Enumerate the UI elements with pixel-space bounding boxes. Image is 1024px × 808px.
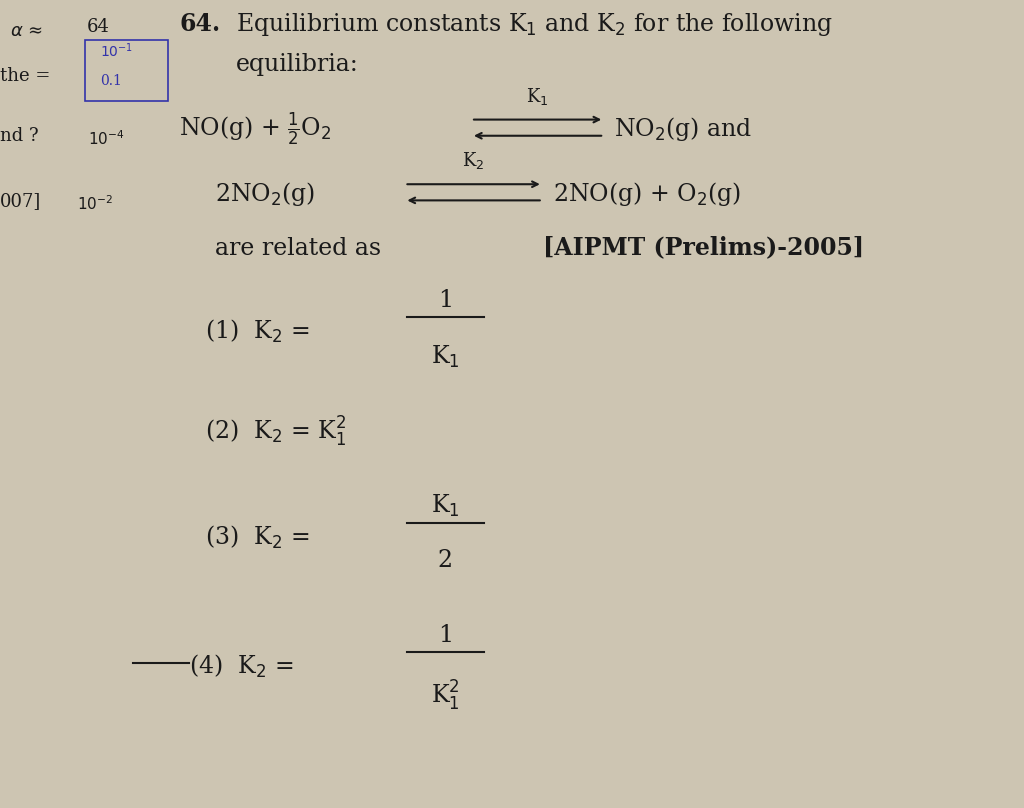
Text: 2NO(g) + O$_2$(g): 2NO(g) + O$_2$(g) [553, 180, 741, 208]
Text: 0.1: 0.1 [100, 74, 122, 88]
Text: 64: 64 [87, 19, 110, 36]
Text: NO$_2$(g) and: NO$_2$(g) and [614, 116, 753, 143]
Text: 1: 1 [438, 289, 453, 312]
Text: (3)  K$_2$ =: (3) K$_2$ = [205, 524, 311, 551]
Text: $10^{-4}$: $10^{-4}$ [88, 130, 125, 149]
Text: K$_2$: K$_2$ [463, 150, 484, 171]
Text: 2: 2 [438, 549, 453, 572]
Text: $10^{-1}$: $10^{-1}$ [100, 41, 133, 60]
Text: (2)  K$_2$ = K$_1^2$: (2) K$_2$ = K$_1^2$ [205, 415, 346, 449]
Text: 1: 1 [438, 625, 453, 647]
Text: [AIPMT (Prelims)-2005]: [AIPMT (Prelims)-2005] [543, 235, 864, 259]
Text: (4)  K$_2$ =: (4) K$_2$ = [189, 653, 296, 680]
Text: Equilibrium constants K$_1$ and K$_2$ for the following: Equilibrium constants K$_1$ and K$_2$ fo… [236, 11, 833, 38]
Text: nd ?: nd ? [0, 128, 39, 145]
Text: (1)  K$_2$ =: (1) K$_2$ = [205, 318, 311, 345]
Text: $10^{-2}$: $10^{-2}$ [77, 195, 113, 213]
Text: are related as: are related as [215, 237, 381, 259]
Text: NO(g) + $\frac{1}{2}$O$_2$: NO(g) + $\frac{1}{2}$O$_2$ [179, 111, 332, 148]
Text: equilibria:: equilibria: [236, 53, 358, 76]
Text: K$_1$: K$_1$ [431, 343, 460, 369]
Text: 64.: 64. [179, 11, 220, 36]
Text: K$_1^2$: K$_1^2$ [431, 679, 460, 713]
Text: K$_1$: K$_1$ [431, 493, 460, 520]
Text: the =: the = [0, 67, 50, 85]
Text: $\alpha$ ≈: $\alpha$ ≈ [10, 23, 43, 40]
Text: K$_1$: K$_1$ [526, 86, 549, 107]
Text: 007]: 007] [0, 192, 41, 210]
Text: 2NO$_2$(g): 2NO$_2$(g) [215, 180, 315, 208]
